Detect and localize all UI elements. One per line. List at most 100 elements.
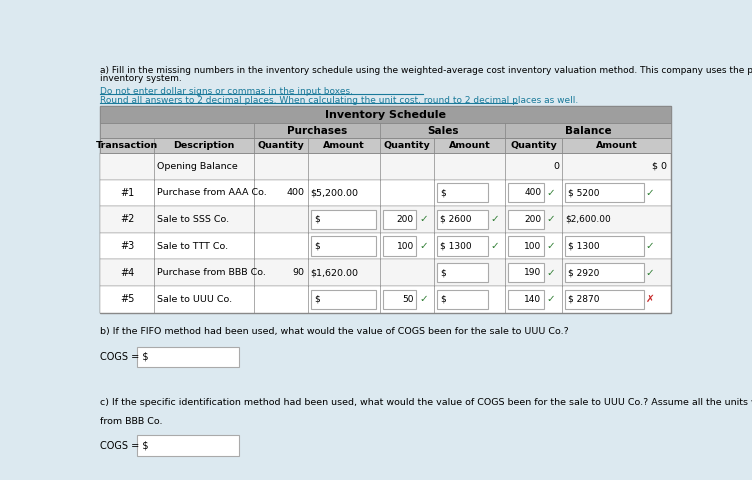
Bar xyxy=(566,183,644,203)
Text: ✓: ✓ xyxy=(546,294,555,304)
Text: ✓: ✓ xyxy=(490,215,499,225)
Bar xyxy=(437,263,488,282)
Text: Do not enter dollar signs or commas in the input boxes.: Do not enter dollar signs or commas in t… xyxy=(100,87,353,96)
Bar xyxy=(311,237,375,256)
Bar xyxy=(100,106,671,123)
Text: ✓: ✓ xyxy=(546,268,555,278)
Bar xyxy=(100,259,671,286)
Text: Transaction: Transaction xyxy=(96,141,158,150)
Bar xyxy=(566,290,644,309)
Bar xyxy=(383,210,417,229)
Text: $ 1300: $ 1300 xyxy=(569,241,600,251)
Bar xyxy=(137,435,238,456)
Bar xyxy=(383,237,417,256)
Bar xyxy=(308,138,380,153)
Text: 100: 100 xyxy=(524,241,541,251)
Bar xyxy=(380,123,505,138)
Text: 400: 400 xyxy=(524,188,541,197)
Text: ✓: ✓ xyxy=(646,268,654,278)
Bar xyxy=(566,263,644,282)
Text: b) If the FIFO method had been used, what would the value of COGS been for the s: b) If the FIFO method had been used, wha… xyxy=(100,327,569,336)
Text: ✓: ✓ xyxy=(490,241,499,251)
Text: $5,200.00: $5,200.00 xyxy=(311,188,359,197)
Bar xyxy=(254,123,380,138)
Bar xyxy=(437,290,488,309)
Bar xyxy=(508,237,544,256)
Text: Sale to TTT Co.: Sale to TTT Co. xyxy=(157,241,228,251)
Bar xyxy=(100,138,154,153)
Text: 140: 140 xyxy=(524,295,541,304)
Text: 400: 400 xyxy=(287,188,305,197)
Bar xyxy=(100,233,671,259)
Text: ✗: ✗ xyxy=(646,294,654,304)
Text: ✓: ✓ xyxy=(419,294,428,304)
Bar xyxy=(311,210,375,229)
Bar xyxy=(100,153,671,180)
Text: $: $ xyxy=(314,295,320,304)
Text: $ 2870: $ 2870 xyxy=(569,295,600,304)
Bar xyxy=(380,138,434,153)
Text: Quantity: Quantity xyxy=(258,141,305,150)
Bar xyxy=(137,347,238,367)
Text: Amount: Amount xyxy=(449,141,490,150)
Text: 50: 50 xyxy=(402,295,414,304)
Text: 200: 200 xyxy=(397,215,414,224)
Bar xyxy=(434,138,505,153)
Text: Purchase from BBB Co.: Purchase from BBB Co. xyxy=(157,268,266,277)
Text: ✓: ✓ xyxy=(419,215,428,225)
Bar xyxy=(437,210,488,229)
Text: ✓: ✓ xyxy=(546,241,555,251)
Text: #2: #2 xyxy=(120,215,134,225)
Text: #4: #4 xyxy=(120,268,134,278)
Text: Amount: Amount xyxy=(596,141,638,150)
Bar xyxy=(505,138,562,153)
Text: $: $ xyxy=(440,295,445,304)
Text: ✓: ✓ xyxy=(546,188,555,198)
Text: $: $ xyxy=(440,188,445,197)
Text: $: $ xyxy=(314,215,320,224)
Text: Sale to SSS Co.: Sale to SSS Co. xyxy=(157,215,229,224)
Text: ✓: ✓ xyxy=(546,215,555,225)
Text: Amount: Amount xyxy=(323,141,365,150)
Text: #3: #3 xyxy=(120,241,134,251)
Bar xyxy=(508,210,544,229)
Bar xyxy=(505,123,671,138)
Text: $ 5200: $ 5200 xyxy=(569,188,600,197)
Bar xyxy=(100,180,671,206)
Text: $ 0: $ 0 xyxy=(653,162,668,171)
Bar xyxy=(154,138,254,153)
Bar xyxy=(383,290,417,309)
Text: Quantity: Quantity xyxy=(511,141,557,150)
Text: $1,620.00: $1,620.00 xyxy=(311,268,359,277)
Text: $ 1300: $ 1300 xyxy=(440,241,472,251)
Text: Round all answers to 2 decimal places. When calculating the unit cost, round to : Round all answers to 2 decimal places. W… xyxy=(100,96,578,105)
Text: $2,600.00: $2,600.00 xyxy=(565,215,611,224)
Bar xyxy=(100,123,254,138)
Text: Purchase from AAA Co.: Purchase from AAA Co. xyxy=(157,188,267,197)
Text: Inventory Schedule: Inventory Schedule xyxy=(325,109,446,120)
Text: a) Fill in the missing numbers in the inventory schedule using the weighted-aver: a) Fill in the missing numbers in the in… xyxy=(100,66,752,75)
Text: #5: #5 xyxy=(120,294,134,304)
Text: 190: 190 xyxy=(524,268,541,277)
Text: inventory system.: inventory system. xyxy=(100,74,181,83)
Bar xyxy=(100,206,671,233)
Bar xyxy=(254,138,308,153)
Text: #1: #1 xyxy=(120,188,134,198)
Text: 90: 90 xyxy=(293,268,305,277)
Text: COGS = $: COGS = $ xyxy=(100,441,148,451)
Bar xyxy=(437,237,488,256)
Text: Balance: Balance xyxy=(565,126,611,136)
Text: Opening Balance: Opening Balance xyxy=(157,162,238,171)
Bar xyxy=(562,138,671,153)
Text: c) If the specific identification method had been used, what would the value of : c) If the specific identification method… xyxy=(100,397,752,407)
Text: 0: 0 xyxy=(553,162,559,171)
Text: from BBB Co.: from BBB Co. xyxy=(100,417,162,426)
Text: $ 2600: $ 2600 xyxy=(440,215,472,224)
Bar xyxy=(311,290,375,309)
Text: Sale to UUU Co.: Sale to UUU Co. xyxy=(157,295,232,304)
Text: ✓: ✓ xyxy=(419,241,428,251)
Text: Description: Description xyxy=(174,141,235,150)
Bar xyxy=(100,106,671,312)
Text: 200: 200 xyxy=(524,215,541,224)
Text: Quantity: Quantity xyxy=(384,141,430,150)
